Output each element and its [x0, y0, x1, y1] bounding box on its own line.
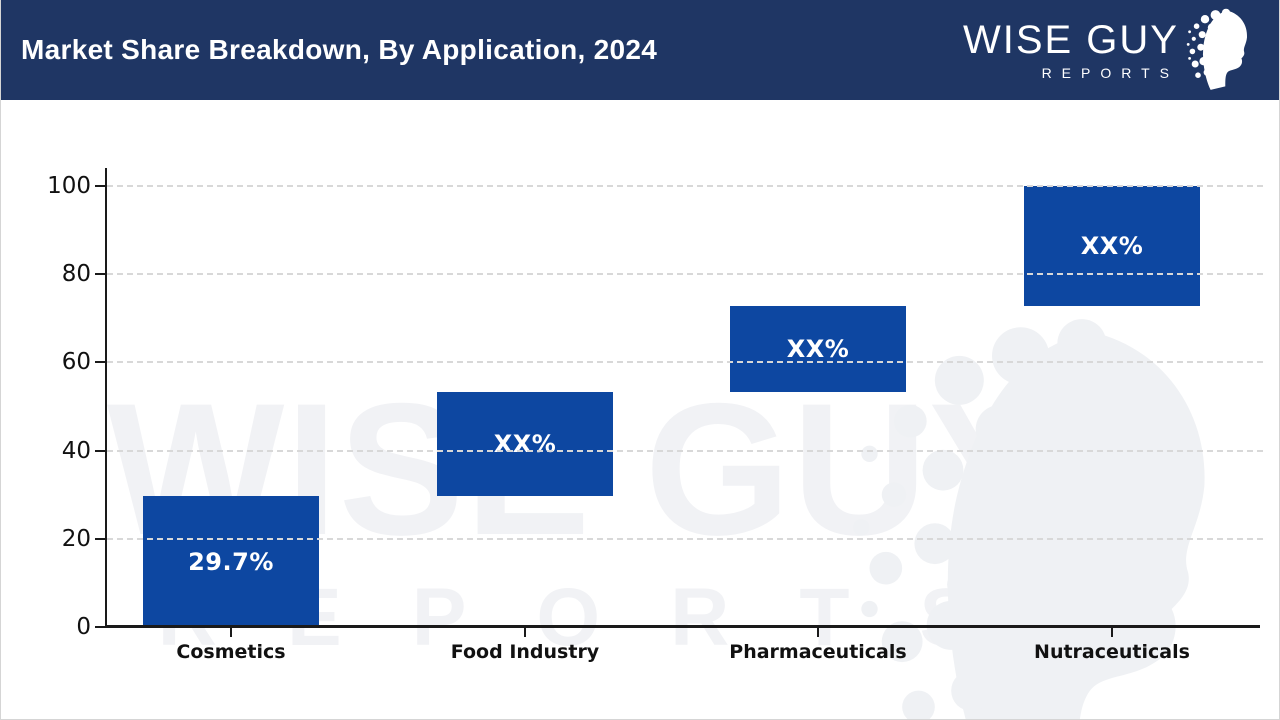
bar-value-label: XX% — [493, 430, 557, 459]
x-tick-1 — [524, 628, 526, 637]
logo-face-icon — [1183, 8, 1255, 92]
gridline-80 — [107, 273, 1263, 276]
y-tick-label-80: 80 — [61, 261, 91, 288]
bar-food-industry: XX% — [437, 392, 613, 496]
y-tick-100 — [95, 185, 105, 187]
bar-pharmaceuticals: XX% — [730, 305, 906, 393]
bar-value-label: XX% — [786, 334, 850, 363]
header-bar: Market Share Breakdown, By Application, … — [1, 0, 1279, 100]
wiseguy-logo: WISE GUY REPORTS — [963, 8, 1255, 92]
x-tick-0 — [230, 628, 232, 637]
x-tick-3 — [1111, 628, 1113, 637]
y-tick-40 — [95, 449, 105, 452]
y-tick-label-0: 0 — [76, 614, 91, 640]
x-tick-2 — [817, 628, 819, 637]
gridline-100 — [107, 185, 1263, 187]
gridline-60 — [107, 361, 1263, 364]
bar-nutraceuticals: XX% — [1024, 186, 1200, 306]
category-label-0: Cosmetics — [176, 641, 286, 663]
y-axis-line — [105, 168, 107, 627]
logo-text: WISE GUY REPORTS — [963, 20, 1179, 81]
x-axis-line — [105, 625, 1260, 628]
category-label-2: Pharmaceuticals — [729, 641, 907, 663]
chart-area: WISE GUY REPORTS 0 20 40 60 80 100 29.7% XX% XX… — [1, 100, 1279, 720]
y-tick-label-100: 100 — [47, 173, 91, 199]
y-tick-20 — [95, 537, 105, 540]
y-tick-label-40: 40 — [61, 437, 91, 464]
logo-subtext: REPORTS — [1041, 64, 1179, 81]
gridline-40 — [107, 449, 1263, 452]
y-tick-label-20: 20 — [61, 525, 91, 552]
logo-wordmark: WISE GUY — [962, 17, 1179, 62]
y-tick-label-60: 60 — [61, 349, 91, 376]
y-tick-60 — [95, 361, 105, 364]
page-title: Market Share Breakdown, By Application, … — [21, 34, 658, 65]
bar-value-label: XX% — [1080, 231, 1144, 260]
y-tick-80 — [95, 273, 105, 276]
category-label-1: Food Industry — [450, 641, 600, 663]
y-tick-0 — [95, 626, 105, 628]
gridline-20 — [107, 537, 1263, 540]
bar-cosmetics: 29.7% — [143, 496, 319, 627]
bar-value-label: 29.7% — [188, 547, 274, 576]
category-label-3: Nutraceuticals — [1034, 641, 1190, 663]
